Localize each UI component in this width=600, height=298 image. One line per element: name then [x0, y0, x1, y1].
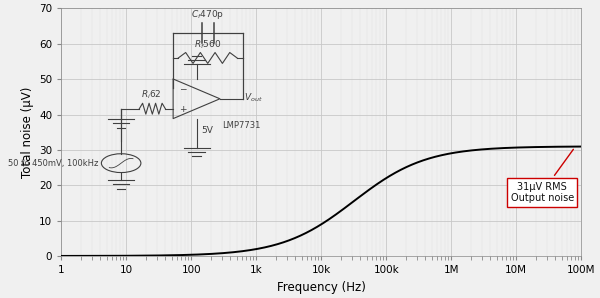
Text: $-$: $-$: [179, 83, 188, 92]
X-axis label: Frequency (Hz): Frequency (Hz): [277, 280, 366, 294]
Text: 50 to 450mV, 100kHz: 50 to 450mV, 100kHz: [8, 159, 99, 168]
Text: 5V: 5V: [202, 126, 214, 136]
Text: $R_i$62: $R_i$62: [140, 89, 161, 101]
Text: 31μV RMS
Output noise: 31μV RMS Output noise: [511, 149, 574, 203]
Text: LMP7731: LMP7731: [223, 121, 261, 130]
Text: $C_f$470p: $C_f$470p: [191, 8, 224, 21]
Y-axis label: Total noise (μV): Total noise (μV): [20, 86, 34, 178]
Text: $+$: $+$: [179, 104, 188, 114]
Text: $V_{out}$: $V_{out}$: [244, 91, 263, 104]
Text: $R_f$560: $R_f$560: [194, 38, 221, 51]
